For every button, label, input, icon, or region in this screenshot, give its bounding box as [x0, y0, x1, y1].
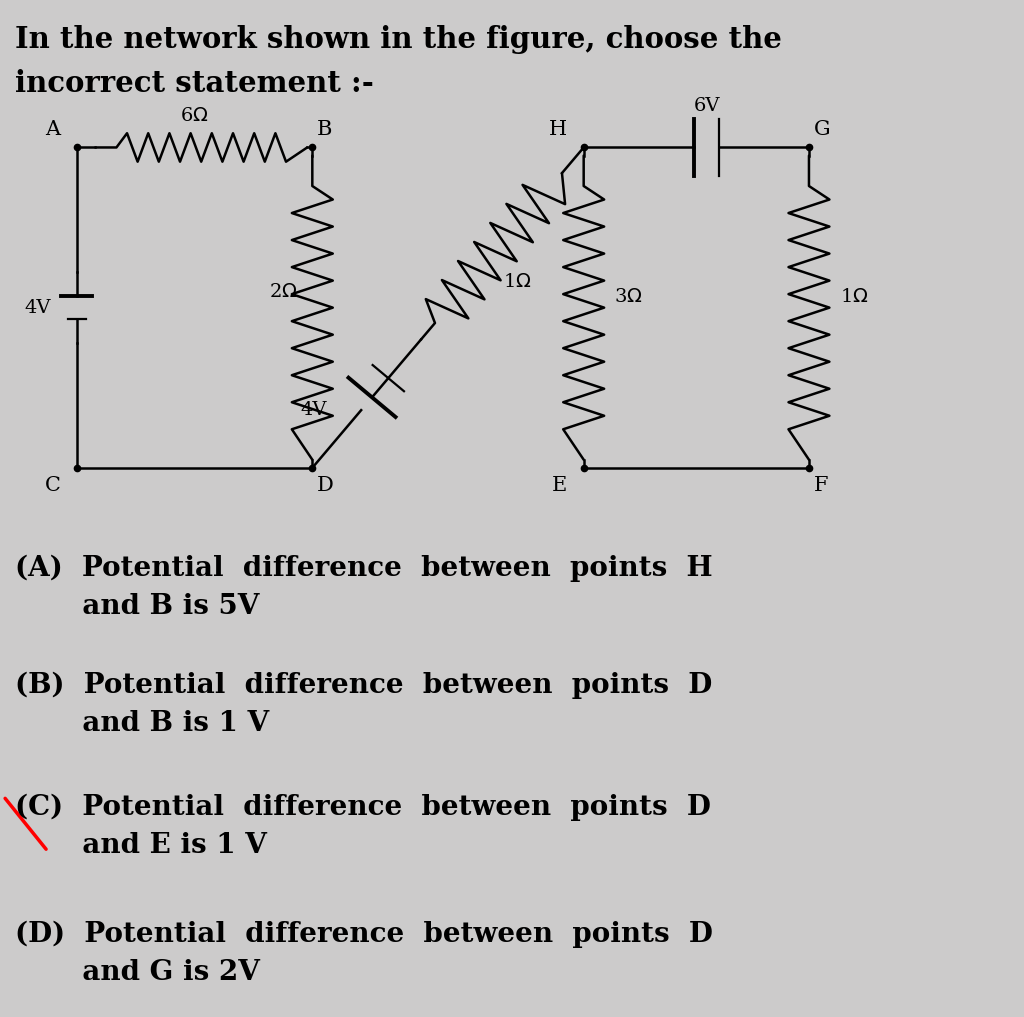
Text: (D)  Potential  difference  between  points  D
       and G is 2V: (D) Potential difference between points … [15, 920, 714, 986]
Text: incorrect statement :-: incorrect statement :- [15, 69, 374, 99]
Text: C: C [44, 476, 60, 495]
Text: (A)  Potential  difference  between  points  H
       and B is 5V: (A) Potential difference between points … [15, 554, 713, 620]
Text: (C)  Potential  difference  between  points  D
       and E is 1 V: (C) Potential difference between points … [15, 793, 712, 859]
Text: 6V: 6V [693, 97, 720, 115]
Text: In the network shown in the figure, choose the: In the network shown in the figure, choo… [15, 25, 782, 55]
Text: 4V: 4V [301, 402, 327, 419]
Text: 4V: 4V [25, 299, 51, 316]
Text: D: D [317, 476, 334, 495]
Text: H: H [549, 120, 567, 139]
Text: E: E [552, 476, 567, 495]
Text: 1$\Omega$: 1$\Omega$ [503, 273, 531, 291]
Text: B: B [317, 120, 333, 139]
Text: 6$\Omega$: 6$\Omega$ [180, 107, 209, 125]
Text: 1$\Omega$: 1$\Omega$ [840, 289, 868, 306]
Text: A: A [45, 120, 60, 139]
Text: F: F [814, 476, 828, 495]
Text: (B)  Potential  difference  between  points  D
       and B is 1 V: (B) Potential difference between points … [15, 671, 713, 737]
Text: 2$\Omega$: 2$\Omega$ [269, 284, 298, 301]
Text: G: G [814, 120, 830, 139]
Text: 3$\Omega$: 3$\Omega$ [614, 289, 643, 306]
